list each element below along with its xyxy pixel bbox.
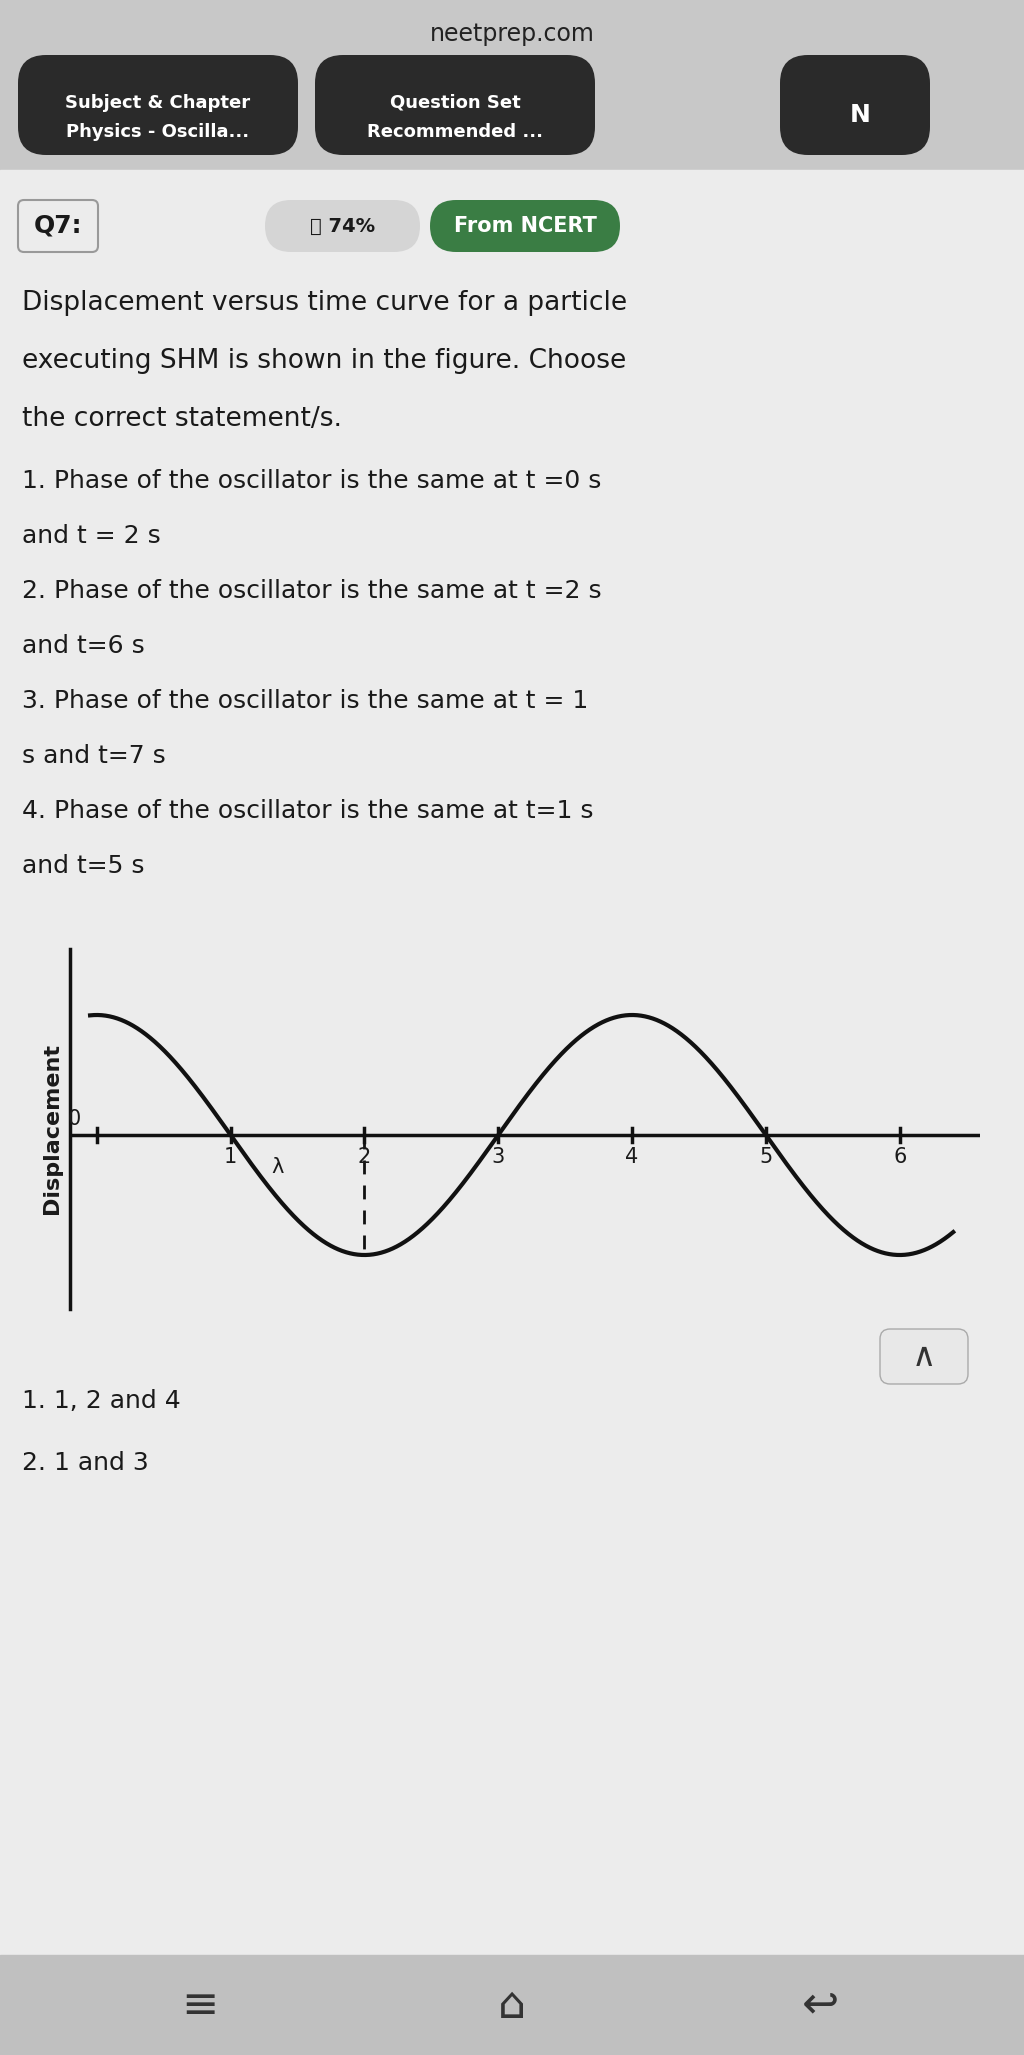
Text: λ: λ [271,1157,284,1178]
Text: neetprep.com: neetprep.com [429,23,595,45]
Text: 0: 0 [68,1110,81,1128]
Text: ⌂: ⌂ [498,1983,526,2026]
Text: 1. 1, 2 and 4: 1. 1, 2 and 4 [22,1389,181,1414]
Text: Subject & Chapter: Subject & Chapter [66,95,251,113]
Text: 2: 2 [357,1147,371,1167]
Text: From NCERT: From NCERT [454,216,596,236]
Text: and t=5 s: and t=5 s [22,855,144,877]
Text: ≡: ≡ [181,1983,219,2026]
FancyBboxPatch shape [780,55,930,154]
Text: 2. 1 and 3: 2. 1 and 3 [22,1451,148,1475]
Text: the correct statement/s.: the correct statement/s. [22,407,342,432]
FancyBboxPatch shape [265,199,420,253]
Y-axis label: Displacement: Displacement [42,1044,61,1215]
Text: 3: 3 [492,1147,505,1167]
Text: Question Set: Question Set [389,95,520,113]
FancyBboxPatch shape [18,55,298,154]
Text: ∧: ∧ [911,1340,936,1373]
FancyBboxPatch shape [315,55,595,154]
Text: 1. Phase of the oscillator is the same at t =0 s: 1. Phase of the oscillator is the same a… [22,469,601,493]
Text: ↩: ↩ [802,1983,839,2026]
Text: Displacement versus time curve for a particle: Displacement versus time curve for a par… [22,290,627,316]
Text: Q7:: Q7: [34,214,82,238]
Text: 6: 6 [893,1147,906,1167]
FancyBboxPatch shape [430,199,620,253]
Text: and t = 2 s: and t = 2 s [22,524,161,549]
FancyBboxPatch shape [880,1330,968,1383]
Text: 1: 1 [224,1147,238,1167]
Text: 2. Phase of the oscillator is the same at t =2 s: 2. Phase of the oscillator is the same a… [22,580,602,602]
Text: 4. Phase of the oscillator is the same at t=1 s: 4. Phase of the oscillator is the same a… [22,799,594,822]
Text: 👍 74%: 👍 74% [310,216,376,236]
Text: Recommended ...: Recommended ... [367,123,543,142]
Text: and t=6 s: and t=6 s [22,635,144,658]
Text: 5: 5 [759,1147,772,1167]
Bar [0,0,1024,171]
Text: Physics - Oscilla...: Physics - Oscilla... [67,123,250,142]
FancyBboxPatch shape [18,199,98,253]
Bar [0,1954,1024,2055]
Text: 4: 4 [626,1147,639,1167]
Text: 3. Phase of the oscillator is the same at t = 1: 3. Phase of the oscillator is the same a… [22,688,588,713]
Text: N: N [850,103,870,127]
Text: s and t=7 s: s and t=7 s [22,744,166,769]
Text: executing SHM is shown in the figure. Choose: executing SHM is shown in the figure. Ch… [22,347,627,374]
